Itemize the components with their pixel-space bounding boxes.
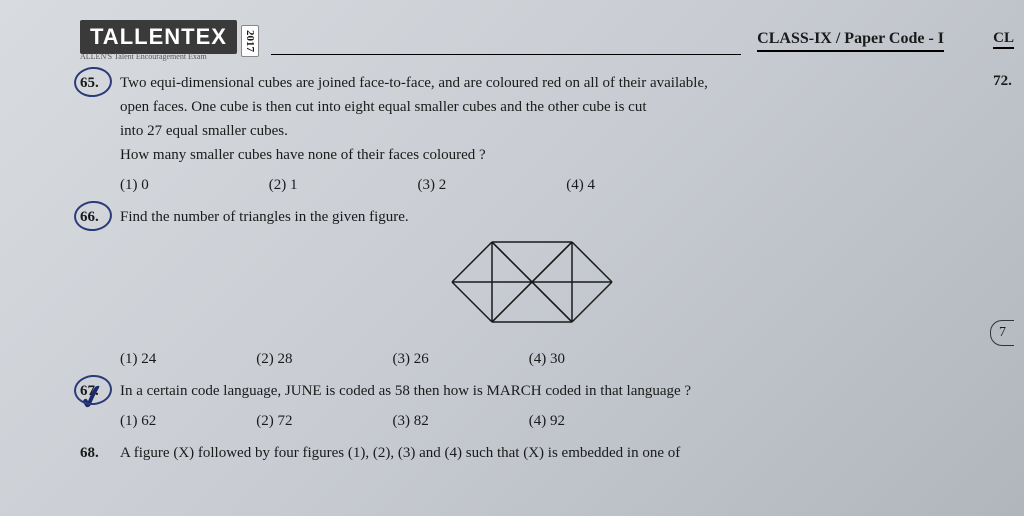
qnum-68: 68.: [80, 441, 120, 465]
qnum-66: 66.: [80, 205, 120, 371]
logo-stack: TALLENTEX ALLEN'S Talent Encouragement E…: [80, 20, 237, 61]
q67-text: In a certain code language, JUNE is code…: [120, 379, 944, 403]
qbody-65: Two equi-dimensional cubes are joined fa…: [120, 71, 944, 197]
q66-opt-2: (2) 28: [256, 347, 292, 371]
q67-opt-3: (3) 82: [393, 409, 429, 433]
q67-opt-1: (1) 62: [120, 409, 156, 433]
logo-sub: ALLEN'S Talent Encouragement Exam: [80, 52, 237, 61]
qbody-66: Find the number of triangles in the give…: [120, 205, 944, 371]
side-bubble: 7: [990, 320, 1014, 346]
header-row: TALLENTEX ALLEN'S Talent Encouragement E…: [80, 20, 944, 61]
paper-code: CLASS-IX / Paper Code - I: [757, 30, 944, 52]
q66-figure: [442, 237, 622, 327]
question-68: 68. A figure (X) followed by four figure…: [80, 441, 944, 465]
q65-line1: Two equi-dimensional cubes are joined fa…: [120, 71, 944, 95]
q66-text: Find the number of triangles in the give…: [120, 205, 944, 229]
q65-opt-1: (1) 0: [120, 173, 149, 197]
logo-year: 2017: [241, 25, 259, 57]
logo-block: TALLENTEX ALLEN'S Talent Encouragement E…: [80, 20, 259, 61]
qbody-68: A figure (X) followed by four figures (1…: [120, 441, 944, 465]
qbody-67: In a certain code language, JUNE is code…: [120, 379, 944, 433]
q67-opt-2: (2) 72: [256, 409, 292, 433]
side-notes: CL 72.: [993, 30, 1014, 90]
q67-options: (1) 62 (2) 72 (3) 82 (4) 92: [120, 409, 944, 433]
q67-opt-4: (4) 92: [529, 409, 565, 433]
q66-figure-wrap: [120, 237, 944, 335]
q66-opt-1: (1) 24: [120, 347, 156, 371]
q65-line4: How many smaller cubes have none of thei…: [120, 143, 944, 167]
qnum-67: 67.: [80, 379, 120, 433]
side-cl: CL: [993, 30, 1014, 49]
q65-line2: open faces. One cube is then cut into ei…: [120, 95, 944, 119]
logo-main: TALLENTEX: [80, 20, 237, 54]
question-65: 65. Two equi-dimensional cubes are joine…: [80, 71, 944, 197]
q65-opt-2: (2) 1: [269, 173, 298, 197]
q65-opt-4: (4) 4: [566, 173, 595, 197]
q68-text: A figure (X) followed by four figures (1…: [120, 441, 944, 465]
question-66: 66. Find the number of triangles in the …: [80, 205, 944, 371]
q65-opt-3: (3) 2: [418, 173, 447, 197]
side-num: 72.: [993, 73, 1012, 89]
question-67: 67. In a certain code language, JUNE is …: [80, 379, 944, 433]
qnum-65: 65.: [80, 71, 120, 197]
header-divider: [271, 54, 741, 55]
q65-line3: into 27 equal smaller cubes.: [120, 119, 944, 143]
q66-options: (1) 24 (2) 28 (3) 26 (4) 30: [120, 347, 944, 371]
q65-options: (1) 0 (2) 1 (3) 2 (4) 4: [120, 173, 944, 197]
q66-opt-4: (4) 30: [529, 347, 565, 371]
q66-opt-3: (3) 26: [393, 347, 429, 371]
